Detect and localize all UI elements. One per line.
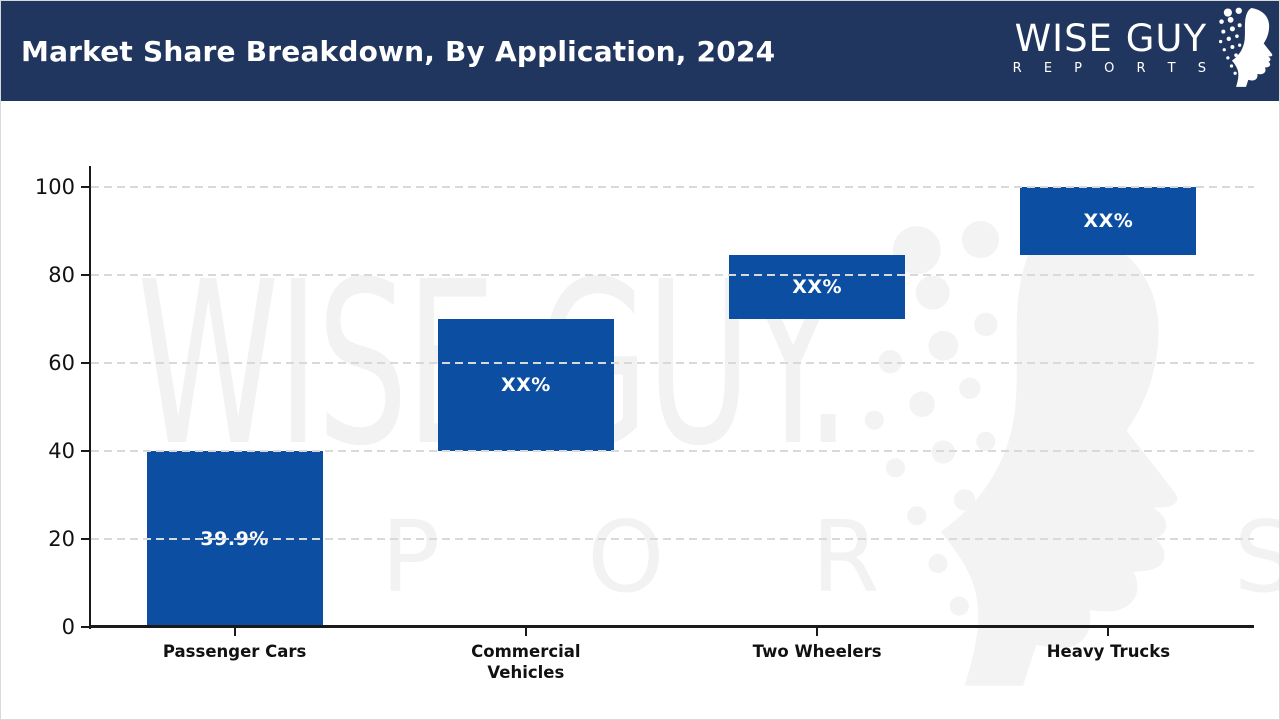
gridline-y-80 <box>91 274 1254 277</box>
y-tick-label-40: 40 <box>48 439 75 464</box>
y-tick-label-100: 100 <box>34 175 75 200</box>
brand-head-icon <box>1218 7 1273 87</box>
brand-logo: WISE GUY R E P O R T S <box>1007 5 1275 89</box>
x-axis-line <box>89 625 1254 628</box>
y-tick-label-20: 20 <box>48 527 75 552</box>
bar-value-label: XX% <box>792 276 843 299</box>
bar-commercial-vehicles: XX% <box>437 319 614 452</box>
y-tick-label-0: 0 <box>61 615 75 639</box>
y-tick-100 <box>81 186 89 189</box>
x-label-two-wheelers: Two Wheelers <box>752 642 882 661</box>
page-title: Market Share Breakdown, By Application, … <box>21 35 776 68</box>
x-label-commercial-vehicles: Commercial Vehicles <box>471 642 581 682</box>
x-tick-3 <box>816 628 819 636</box>
gridline-y-60 <box>91 362 1254 365</box>
gridline-y-20 <box>91 538 1254 541</box>
y-tick-label-80: 80 <box>48 263 75 288</box>
x-tick-2 <box>524 628 527 636</box>
y-tick-60 <box>81 362 89 365</box>
brand-logo-subtitle: R E P O R T S <box>1012 60 1215 76</box>
bar-heavy-trucks: XX% <box>1020 187 1197 256</box>
bar-value-label: XX% <box>1083 210 1134 233</box>
bar-value-label: XX% <box>500 374 551 397</box>
gridline-y-40 <box>91 450 1254 453</box>
header-bar: Market Share Breakdown, By Application, … <box>1 1 1279 101</box>
y-tick-20 <box>81 538 89 541</box>
x-label-passenger-cars: Passenger Cars <box>162 642 307 661</box>
y-tick-40 <box>81 450 89 453</box>
y-tick-0 <box>81 626 89 628</box>
y-axis-line <box>89 166 91 629</box>
brand-logo-text: WISE GUY R E P O R T S <box>1007 16 1215 77</box>
y-tick-label-60: 60 <box>48 351 75 376</box>
x-tick-1 <box>233 628 236 636</box>
gridline-y-100 <box>91 186 1254 189</box>
brand-logo-name: WISE GUY <box>1014 16 1208 60</box>
plot-area: 0 20 40 60 80 100 39.9% Passenger Cars XX% Commer… <box>35 166 1254 682</box>
x-label-heavy-trucks: Heavy Trucks <box>1046 642 1171 661</box>
x-tick-4 <box>1107 628 1110 636</box>
y-tick-80 <box>81 274 89 277</box>
bar-two-wheelers: XX% <box>729 255 906 320</box>
